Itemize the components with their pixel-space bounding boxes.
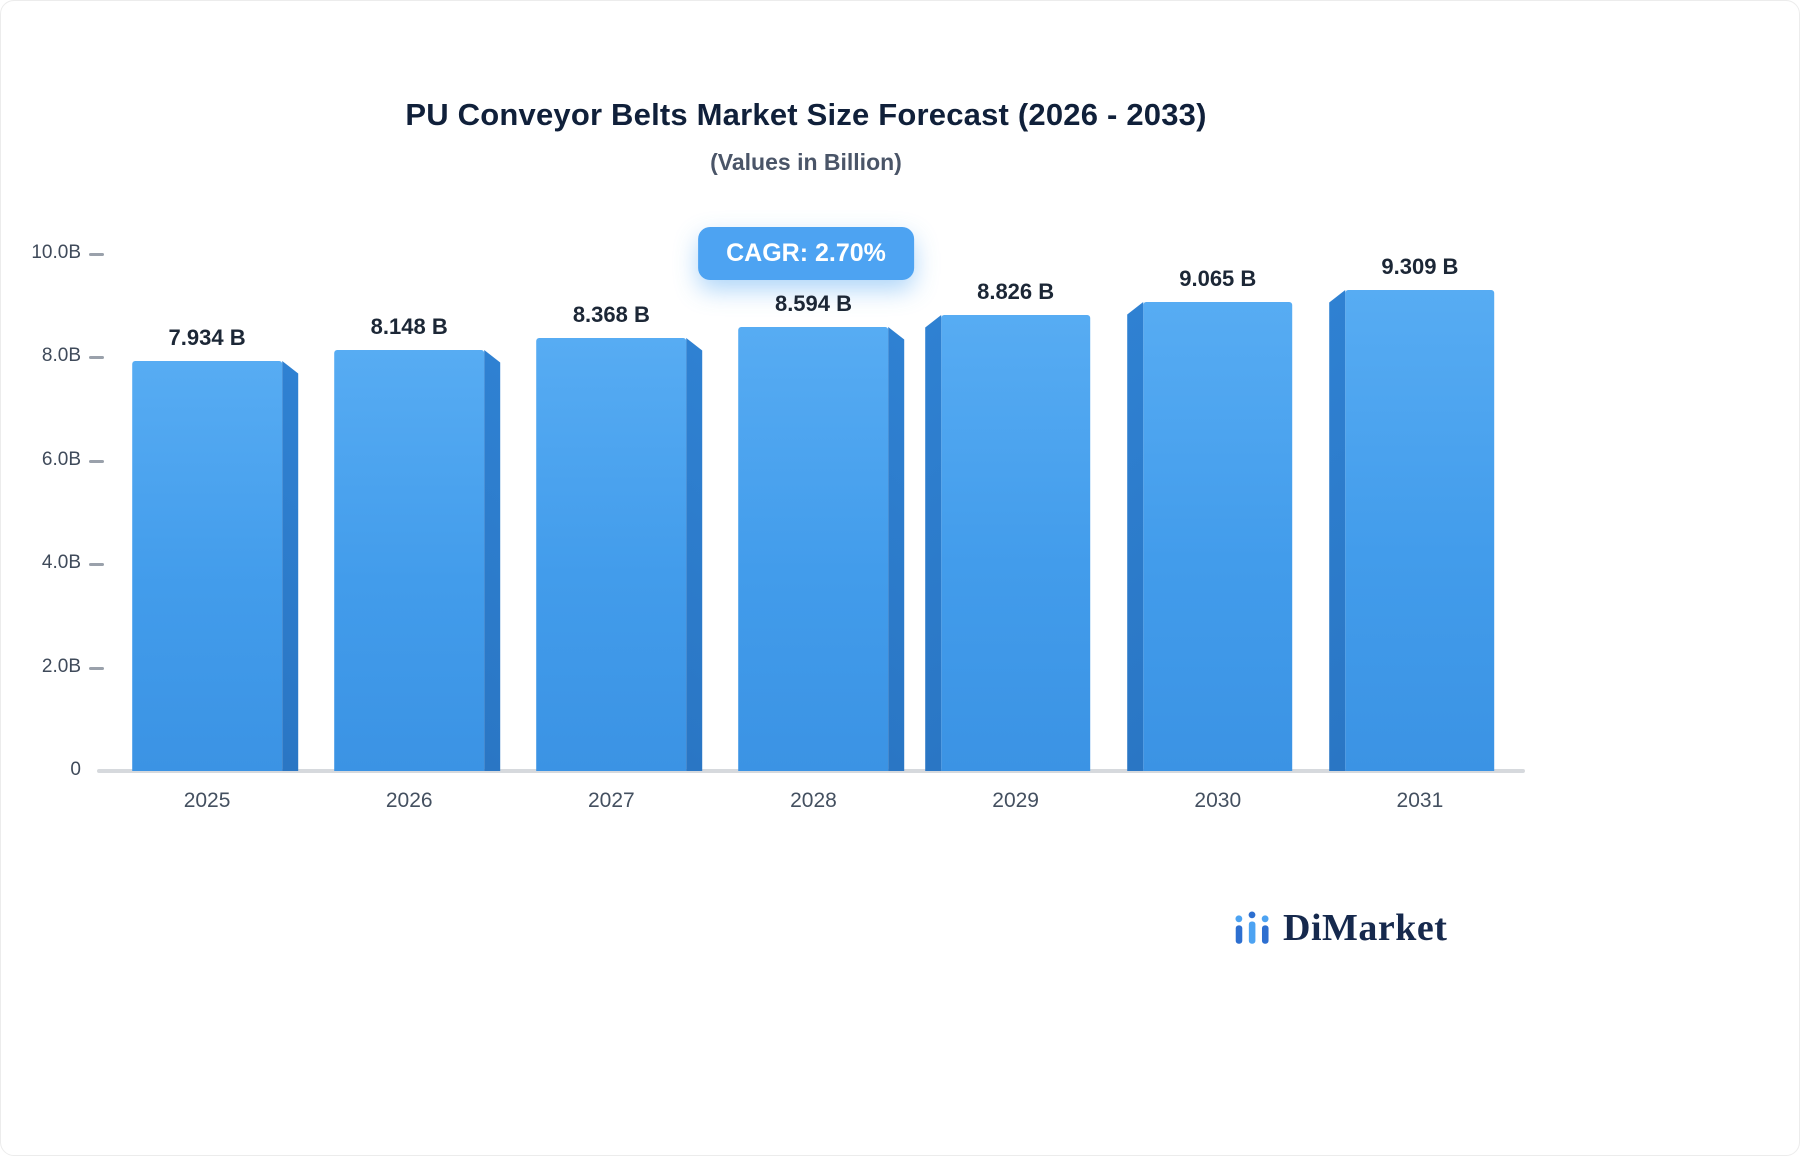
dimarket-bars-icon	[1231, 907, 1273, 949]
bar	[1126, 302, 1293, 771]
bar-side-face	[888, 326, 905, 771]
bar-value-label: 8.826 B	[977, 278, 1055, 304]
x-axis-label: 2030	[1194, 789, 1242, 812]
bar	[334, 349, 500, 771]
y-tick-label: 0	[70, 759, 81, 780]
bar-side-face	[1126, 302, 1143, 771]
dimarket-logo-text: DiMarket	[1283, 907, 1448, 949]
bar-value-label: 8.368 B	[572, 302, 650, 328]
bar	[738, 326, 905, 771]
x-axis-labels: 2025 2026 2027 2028 2029 2030 2031	[106, 789, 1521, 813]
y-tick-label: 6.0B	[41, 448, 81, 470]
x-axis-label: 2031	[1396, 789, 1444, 812]
bar-side-face	[924, 314, 941, 771]
bar-value-label: 9.309 B	[1381, 253, 1459, 279]
dimarket-logo: DiMarket	[1231, 906, 1447, 950]
bar-slot: 9.065 B	[1117, 166, 1319, 771]
x-axis-label: 2026	[385, 789, 433, 812]
bar	[536, 338, 703, 771]
bar-value-label: 8.594 B	[774, 290, 853, 316]
bar-series: 7.934 B 8.148 B 8.368 B 8.594 B 8.826 B 9.065…	[106, 166, 1521, 771]
cagr-badge: CAGR: 2.70%	[698, 227, 914, 280]
bar-side-face	[281, 360, 298, 771]
chart-subtitle: (Values in Billion)	[710, 149, 902, 175]
bar	[924, 314, 1091, 771]
bar-slot: 8.594 B	[712, 166, 914, 771]
y-tick-label: 10.0B	[31, 242, 81, 263]
y-tick-mark	[89, 563, 104, 567]
x-axis-label: 2025	[183, 789, 231, 812]
bar-value-label: 7.934 B	[168, 324, 246, 350]
bar-slot: 8.368 B	[510, 166, 712, 771]
bar-value-label: 9.065 B	[1179, 266, 1257, 292]
y-tick-label: 2.0B	[41, 655, 81, 677]
bar-value-label: 8.148 B	[370, 313, 448, 339]
chart-title: PU Conveyor Belts Market Size Forecast (…	[405, 97, 1207, 132]
y-tick-label: 4.0B	[41, 552, 81, 574]
y-tick-label: 8.0B	[41, 345, 81, 367]
bar-side-face	[1329, 289, 1346, 771]
bar-slot: 8.826 B	[915, 166, 1117, 771]
x-axis-label: 2029	[992, 789, 1039, 812]
x-axis-label: 2028	[790, 789, 837, 812]
x-axis-baseline	[97, 769, 1525, 773]
bar-slot: 8.148 B	[308, 166, 510, 771]
bar-side-face	[686, 338, 703, 771]
y-tick-mark	[89, 666, 104, 670]
bar-slot: 9.309 B	[1319, 166, 1521, 771]
y-tick-mark	[89, 356, 104, 360]
y-tick-mark	[89, 253, 104, 256]
bar-side-face	[483, 349, 500, 771]
y-tick-mark	[89, 459, 104, 463]
x-axis-label: 2027	[587, 789, 635, 812]
bar	[1329, 289, 1495, 771]
bar-slot: 7.934 B	[106, 166, 308, 771]
bar	[132, 360, 298, 771]
